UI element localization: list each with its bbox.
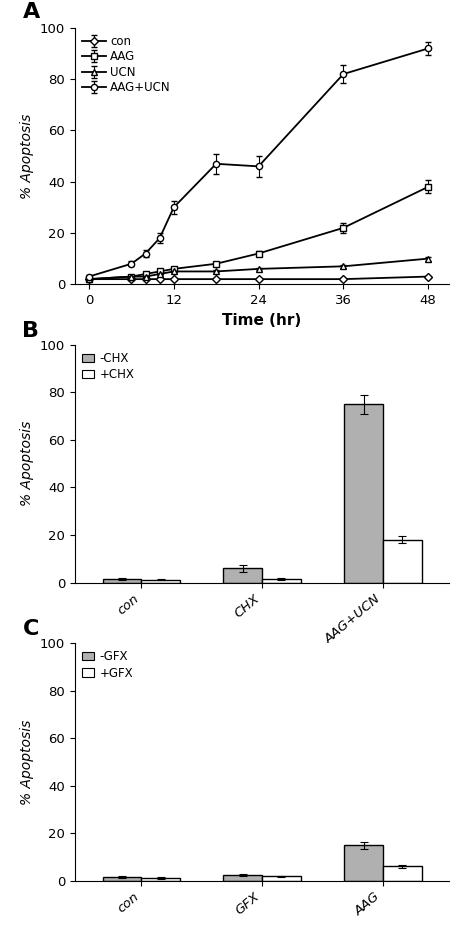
- Bar: [383, 540, 422, 582]
- Bar: [344, 845, 383, 881]
- Legend: -CHX, +CHX: -CHX, +CHX: [77, 348, 139, 386]
- Bar: [383, 867, 422, 881]
- Y-axis label: % Apoptosis: % Apoptosis: [20, 114, 34, 199]
- X-axis label: Time (hr): Time (hr): [222, 312, 302, 327]
- Text: C: C: [22, 619, 39, 639]
- Bar: [344, 404, 383, 582]
- Bar: [223, 569, 262, 582]
- Bar: [141, 878, 180, 881]
- Bar: [102, 579, 141, 582]
- Bar: [102, 877, 141, 881]
- Bar: [262, 876, 301, 881]
- Y-axis label: % Apoptosis: % Apoptosis: [20, 421, 34, 506]
- Y-axis label: % Apoptosis: % Apoptosis: [20, 720, 34, 804]
- Text: A: A: [22, 3, 40, 22]
- Bar: [141, 580, 180, 582]
- Bar: [223, 875, 262, 881]
- Legend: con, AAG, UCN, AAG+UCN: con, AAG, UCN, AAG+UCN: [77, 31, 176, 99]
- Text: B: B: [22, 321, 39, 341]
- Legend: -GFX, +GFX: -GFX, +GFX: [77, 646, 138, 684]
- Bar: [262, 579, 301, 582]
